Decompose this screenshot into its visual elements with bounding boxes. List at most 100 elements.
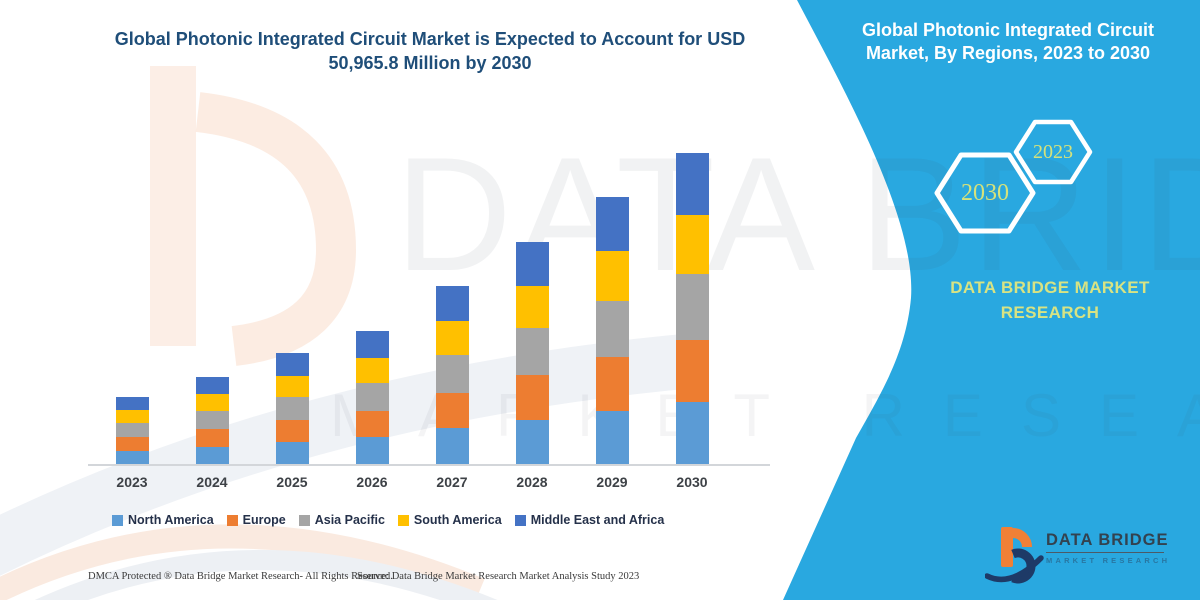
legend-item: South America (397, 513, 502, 527)
x-axis-label: 2025 (276, 474, 308, 490)
brand-text-line1: DATA BRIDGE MARKET (950, 278, 1150, 297)
bar-segment (435, 428, 469, 464)
right-panel-background (783, 0, 1200, 600)
decorative-swoosh-pink (0, 524, 485, 600)
bar-segment (115, 437, 149, 451)
brand-text: DATA BRIDGE MARKET RESEARCH (920, 276, 1180, 325)
right-panel-title-line2: Market, By Regions, 2023 to 2030 (865, 43, 1151, 64)
bar-segment (195, 446, 229, 464)
bar-segment (355, 330, 389, 358)
bar-2024 (195, 376, 229, 464)
x-axis-label: 2027 (436, 474, 468, 490)
x-axis-labels: 2023 2024 2025 2026 2027 2028 2029 2030 (88, 474, 770, 494)
bar-segment (515, 375, 549, 420)
bar-segment (435, 321, 469, 356)
footer-dmca-text: DMCA Protected ® Data Bridge Market Rese… (88, 571, 393, 582)
x-axis-label: 2026 (356, 474, 388, 490)
hexagon-2030-label: 2030 (961, 180, 1009, 206)
bar-segment (515, 419, 549, 464)
bar-2028 (515, 241, 549, 464)
data-bridge-logo-icon (985, 527, 1044, 584)
bar-segment (675, 274, 709, 340)
bar-segment (275, 441, 309, 464)
bar-segment (675, 215, 709, 275)
bar-segment (195, 394, 229, 411)
bar-segment (115, 423, 149, 438)
chart-legend: North America Europe Asia Pacific South Ame… (112, 513, 664, 527)
bar-segment (435, 285, 469, 322)
x-axis-label: 2023 (116, 474, 148, 490)
watermark-logo-b (150, 66, 357, 366)
bar-segment (595, 250, 629, 302)
bar-segment (195, 410, 229, 430)
bar-segment (355, 382, 389, 411)
x-axis-label: 2024 (196, 474, 228, 490)
legend-label: Europe (242, 513, 286, 527)
bar-segment (355, 410, 389, 438)
footer-source-text: Source: Data Bridge Market Research Mark… (357, 571, 640, 582)
x-axis-label: 2030 (676, 474, 708, 490)
legend-label: South America (413, 513, 502, 527)
page-title-line2: 50,965.8 Million by 2030 (328, 53, 532, 74)
bar-segment (115, 396, 149, 411)
legend-item: Asia Pacific (298, 513, 385, 527)
legend-color-swatch (298, 514, 310, 526)
legend-label: North America (128, 513, 214, 527)
right-panel-title: Global Photonic Integrated Circuit Marke… (830, 19, 1186, 66)
x-axis-label: 2028 (516, 474, 548, 490)
bar-segment (355, 437, 389, 464)
bar-segment (195, 376, 229, 395)
bar-segment (675, 152, 709, 215)
legend-color-swatch (226, 514, 238, 526)
bar-segment (195, 429, 229, 447)
logo-divider (1046, 552, 1164, 553)
legend-color-swatch (514, 514, 526, 526)
bar-segment (515, 241, 549, 287)
bar-segment (115, 450, 149, 464)
bar-2029 (595, 197, 629, 464)
legend-color-swatch (397, 514, 409, 526)
legend-label: Asia Pacific (314, 513, 385, 527)
bar-2025 (275, 353, 309, 464)
bar-segment (675, 401, 709, 464)
bar-segment (435, 392, 469, 429)
bar-2026 (355, 330, 389, 464)
page-title: Global Photonic Integrated Circuit Marke… (92, 27, 768, 76)
hexagon-2023-label: 2023 (1033, 141, 1073, 163)
hexagon-2023-outline (1013, 119, 1093, 185)
bar-segment (275, 353, 309, 376)
watermark-text-secondary: MARKET RESEARCH (330, 382, 1200, 449)
logo-name: DATA BRIDGE (1046, 531, 1169, 549)
brand-text-line2: RESEARCH (1000, 302, 1100, 322)
bar-segment (275, 419, 309, 442)
data-bridge-logo-text: DATA BRIDGE MARKET RESEARCH (1046, 531, 1176, 565)
legend-item: Europe (226, 513, 286, 527)
bar-segment (115, 410, 149, 424)
x-axis-label: 2029 (596, 474, 628, 490)
bar-segment (675, 339, 709, 402)
bar-segment (595, 301, 629, 358)
legend-item: North America (112, 513, 214, 527)
bar-segment (435, 355, 469, 393)
logo-tagline: MARKET RESEARCH (1046, 556, 1171, 565)
x-axis-line (88, 464, 770, 466)
bar-segment (595, 410, 629, 464)
legend-color-swatch (112, 514, 123, 526)
page-title-line1: Global Photonic Integrated Circuit Marke… (114, 29, 746, 49)
bar-2027 (435, 285, 469, 464)
bar-segment (515, 286, 549, 329)
bar-segment (275, 396, 309, 420)
bar-segment (595, 197, 629, 251)
bar-2030 (675, 152, 709, 464)
bar-segment (275, 375, 309, 397)
bar-chart (88, 140, 770, 464)
bar-segment (355, 357, 389, 383)
decorative-swoosh-gray-2 (34, 550, 498, 600)
hexagon-2030-outline (934, 152, 1036, 234)
legend-item: Middle East and Africa (514, 513, 665, 527)
legend-label: Middle East and Africa (530, 513, 665, 527)
bar-segment (595, 357, 629, 411)
